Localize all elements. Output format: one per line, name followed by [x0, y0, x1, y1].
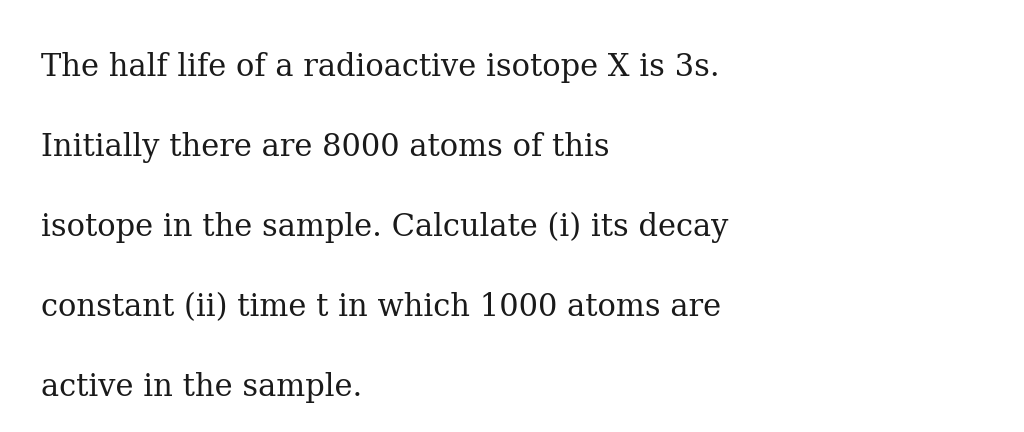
Text: active in the sample.: active in the sample. [41, 372, 362, 403]
Text: isotope in the sample. Calculate (i) its decay: isotope in the sample. Calculate (i) its… [41, 212, 728, 243]
Text: The half life of a radioactive isotope X is 3s.: The half life of a radioactive isotope X… [41, 52, 720, 83]
Text: constant (ii) time t in which 1000 atoms are: constant (ii) time t in which 1000 atoms… [41, 292, 721, 323]
Text: Initially there are 8000 atoms of this: Initially there are 8000 atoms of this [41, 132, 609, 163]
